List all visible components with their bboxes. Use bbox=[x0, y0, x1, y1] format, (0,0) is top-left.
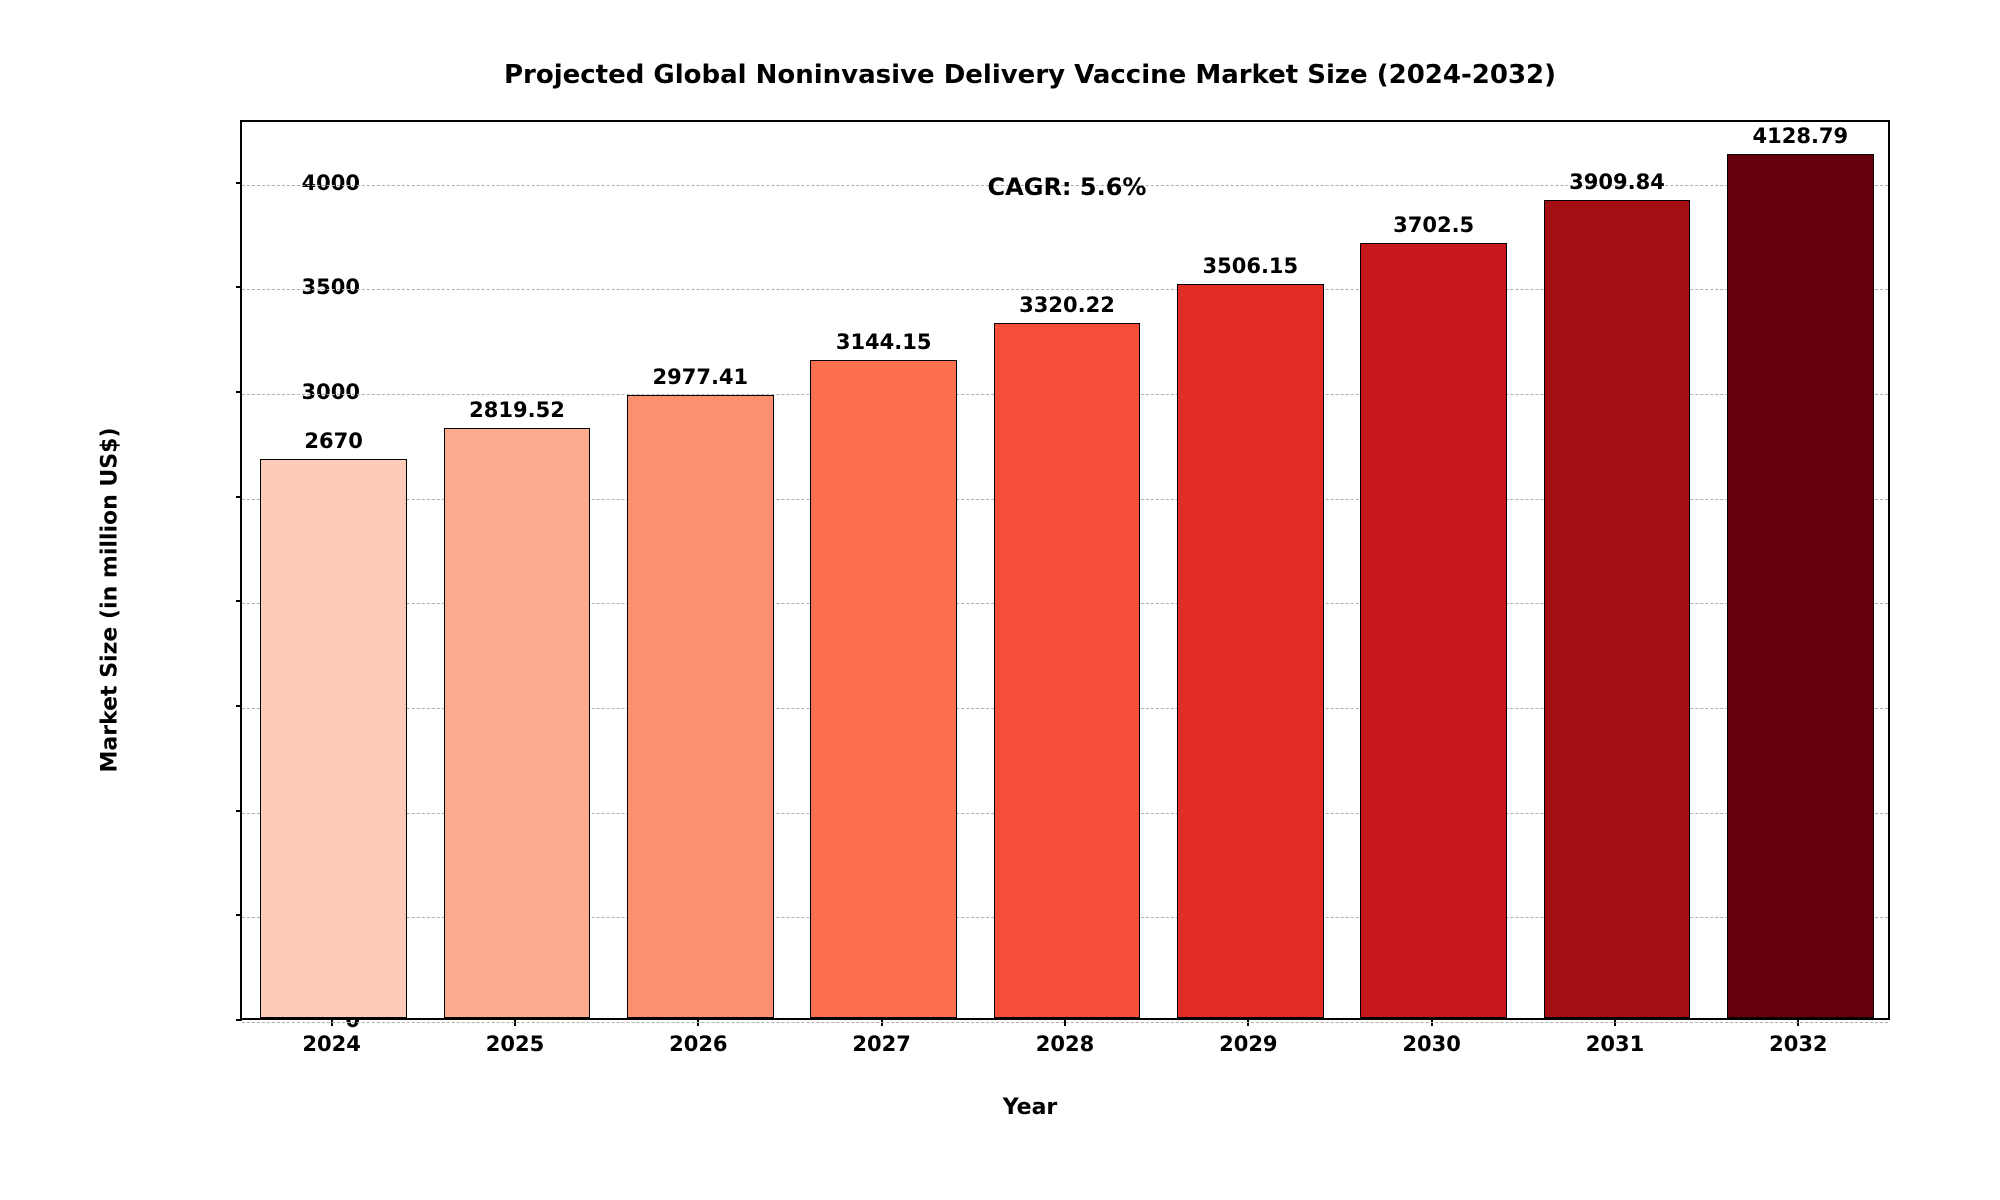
x-tick-mark bbox=[1797, 1020, 1799, 1026]
y-axis-label: Market Size (in million US$) bbox=[98, 427, 123, 772]
x-tick-mark bbox=[514, 1020, 516, 1026]
y-tick-label: 3000 bbox=[280, 380, 360, 404]
y-tick-label: 3500 bbox=[280, 275, 360, 299]
y-tick-mark bbox=[236, 914, 242, 916]
bar-value-label: 3320.22 bbox=[1019, 293, 1115, 317]
bar-value-label: 3506.15 bbox=[1203, 254, 1299, 278]
bar bbox=[260, 459, 407, 1018]
y-tick-mark bbox=[236, 496, 242, 498]
bar-value-label: 2819.52 bbox=[469, 398, 565, 422]
x-tick-label: 2028 bbox=[1036, 1032, 1094, 1056]
bar-value-label: 2670 bbox=[304, 429, 362, 453]
x-tick-label: 2025 bbox=[486, 1032, 544, 1056]
bar-value-label: 3144.15 bbox=[836, 330, 932, 354]
x-tick-mark bbox=[1064, 1020, 1066, 1026]
y-tick-mark bbox=[236, 600, 242, 602]
x-tick-label: 2027 bbox=[852, 1032, 910, 1056]
bar-value-label: 3909.84 bbox=[1569, 170, 1665, 194]
bar bbox=[994, 323, 1141, 1018]
x-tick-mark bbox=[697, 1020, 699, 1026]
x-tick-mark bbox=[331, 1020, 333, 1026]
x-tick-mark bbox=[1614, 1020, 1616, 1026]
bar bbox=[810, 360, 957, 1018]
y-tick-mark bbox=[236, 705, 242, 707]
x-tick-label: 2031 bbox=[1586, 1032, 1644, 1056]
x-tick-mark bbox=[1247, 1020, 1249, 1026]
bar bbox=[1544, 200, 1691, 1018]
y-tick-mark bbox=[236, 1019, 242, 1021]
bar bbox=[627, 395, 774, 1018]
y-tick-mark bbox=[236, 182, 242, 184]
x-tick-mark bbox=[881, 1020, 883, 1026]
bar bbox=[1727, 154, 1874, 1018]
chart-container: Projected Global Noninvasive Delivery Va… bbox=[140, 60, 1920, 1140]
x-tick-label: 2032 bbox=[1769, 1032, 1827, 1056]
plot-area: 2670 2819.52 2977.41 3144.15 3320.22 3506.15 3… bbox=[240, 120, 1890, 1020]
y-tick-mark bbox=[236, 391, 242, 393]
x-axis-label: Year bbox=[140, 1095, 1920, 1120]
bar bbox=[1360, 243, 1507, 1018]
x-tick-label: 2026 bbox=[669, 1032, 727, 1056]
x-tick-label: 2029 bbox=[1219, 1032, 1277, 1056]
bar-value-label: 2977.41 bbox=[653, 365, 749, 389]
cagr-annotation: CAGR: 5.6% bbox=[988, 173, 1147, 201]
bar-value-label: 4128.79 bbox=[1753, 124, 1849, 148]
chart-title: Projected Global Noninvasive Delivery Va… bbox=[140, 60, 1920, 90]
bar bbox=[444, 428, 591, 1018]
y-tick-mark bbox=[236, 810, 242, 812]
x-tick-mark bbox=[1431, 1020, 1433, 1026]
y-tick-mark bbox=[236, 286, 242, 288]
x-tick-label: 2024 bbox=[302, 1032, 360, 1056]
grid-line bbox=[242, 1022, 1888, 1023]
x-tick-label: 2030 bbox=[1402, 1032, 1460, 1056]
y-tick-label: 4000 bbox=[280, 171, 360, 195]
bar bbox=[1177, 284, 1324, 1018]
bar-value-label: 3702.5 bbox=[1393, 213, 1474, 237]
